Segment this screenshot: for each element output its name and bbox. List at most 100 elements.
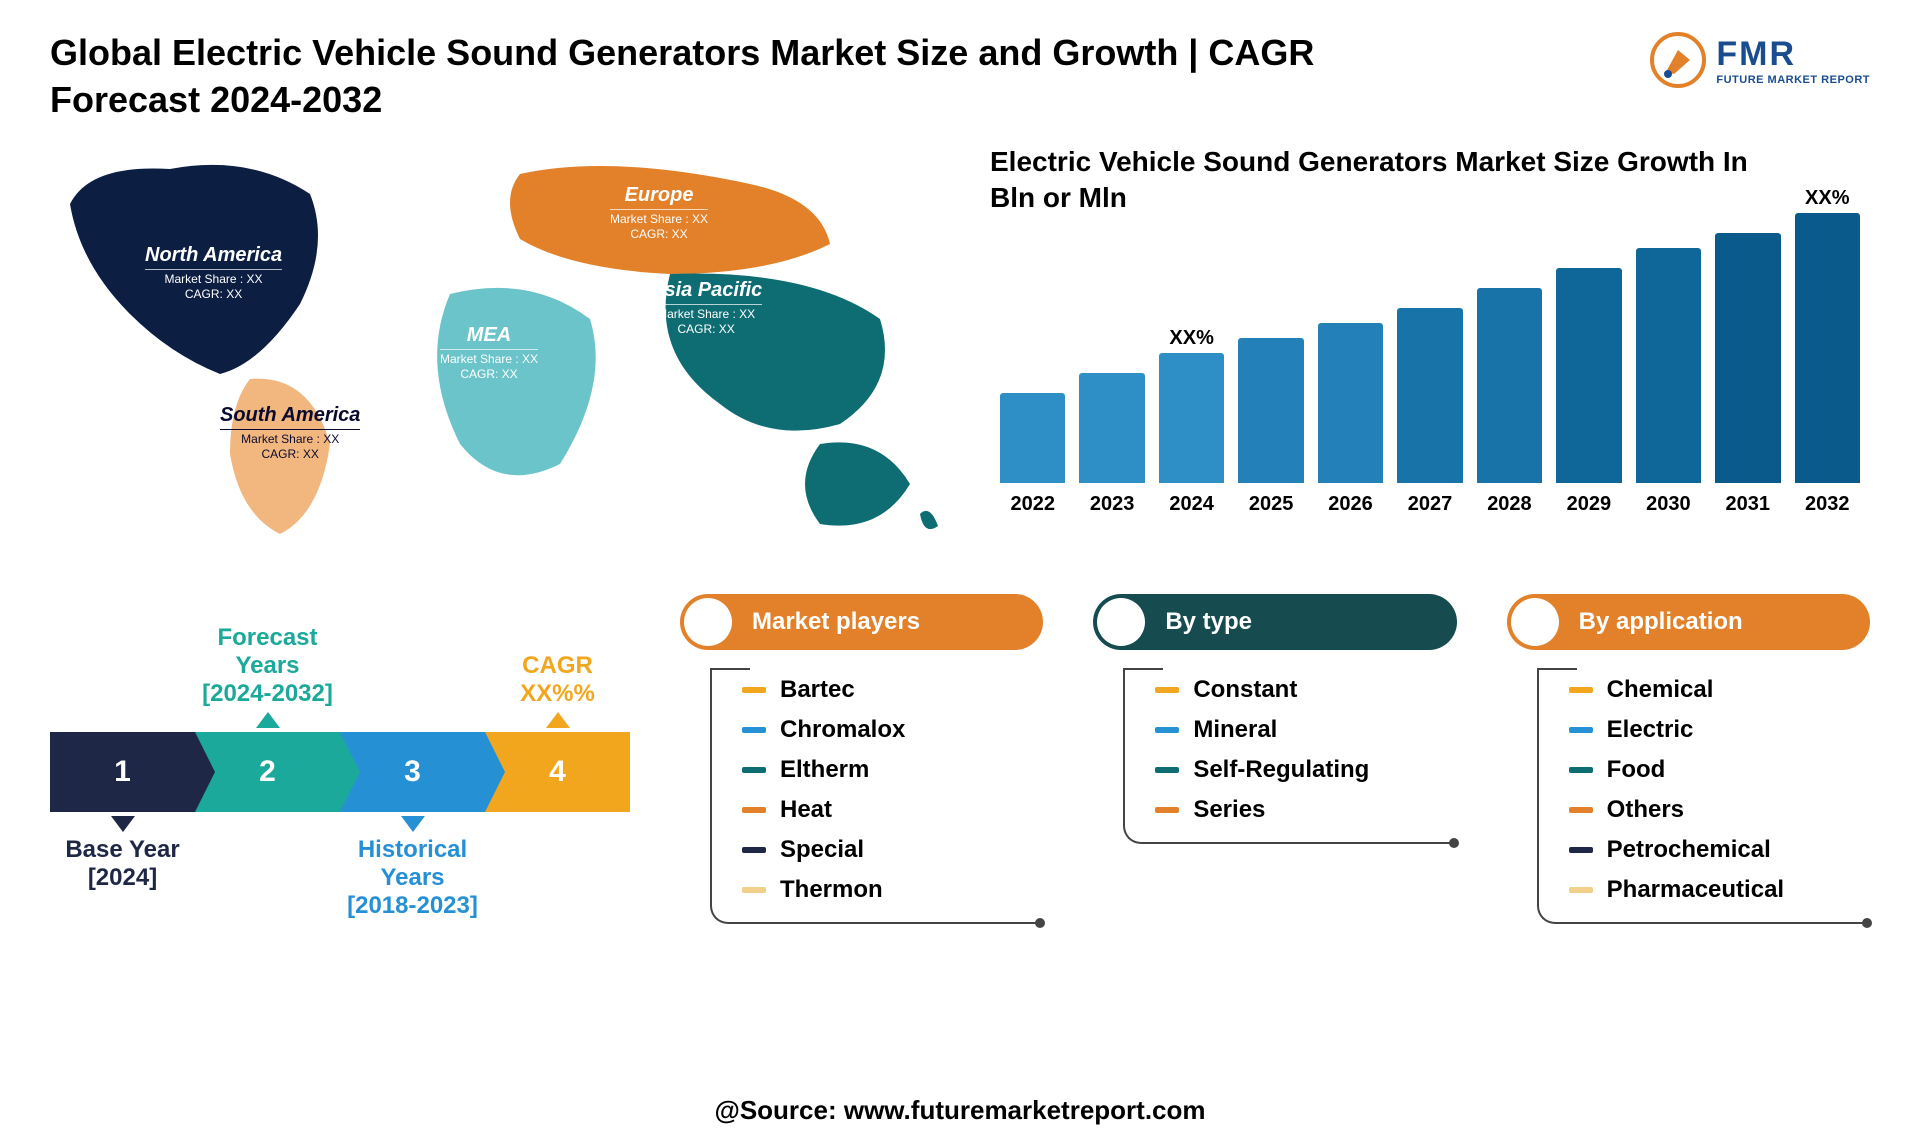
bar-year-label: 2030 <box>1646 493 1691 516</box>
list-item-label: Special <box>780 836 864 864</box>
timeline-segment-1: 1 <box>50 732 195 812</box>
bar-year-label: 2022 <box>1010 493 1055 516</box>
bar-year-label: 2029 <box>1567 493 1612 516</box>
logo-sub-text: FUTURE MARKET REPORT <box>1716 74 1870 86</box>
list-item-label: Eltherm <box>780 756 869 784</box>
color-bullet-icon <box>742 847 766 853</box>
bar <box>1000 393 1065 483</box>
bar <box>1715 233 1780 483</box>
bullet-icon <box>684 598 732 646</box>
color-bullet-icon <box>1155 807 1179 813</box>
timeline-bottom-label: Base Year[2024] <box>50 816 195 920</box>
region-label-mea: MEAMarket Share : XXCAGR: XX <box>440 324 538 383</box>
telescope-icon <box>1648 30 1708 90</box>
list-item: Food <box>1569 750 1870 790</box>
category-header: By type <box>1093 594 1456 650</box>
list-item-label: Mineral <box>1193 716 1277 744</box>
color-bullet-icon <box>1155 727 1179 733</box>
timeline-segment-4: 4 <box>485 732 630 812</box>
list-item: Self-Regulating <box>1155 750 1456 790</box>
color-bullet-icon <box>1155 767 1179 773</box>
list-item-label: Pharmaceutical <box>1607 876 1784 904</box>
list-item-label: Chemical <box>1607 676 1714 704</box>
category-block-by-type: By type Constant Mineral Self-Regulating Ser… <box>1093 594 1456 924</box>
category-title: By application <box>1579 608 1743 636</box>
color-bullet-icon <box>1569 687 1593 693</box>
list-item: Constant <box>1155 670 1456 710</box>
color-bullet-icon <box>742 727 766 733</box>
color-bullet-icon <box>742 767 766 773</box>
category-list: Constant Mineral Self-Regulating Series <box>1123 670 1456 844</box>
bar <box>1397 308 1462 483</box>
bar-year-label: 2024 <box>1169 493 1214 516</box>
list-item: Heat <box>742 790 1043 830</box>
chart-bar-2032: XX%2032 <box>1795 213 1860 516</box>
timeline-bottom-label: Historical Years[2018-2023] <box>340 816 485 920</box>
bar <box>1795 213 1860 483</box>
chart-title: Electric Vehicle Sound Generators Market… <box>990 144 1870 217</box>
bar-year-label: 2023 <box>1090 493 1135 516</box>
logo-main-text: FMR <box>1716 35 1870 74</box>
list-item-label: Electric <box>1607 716 1694 744</box>
color-bullet-icon <box>742 807 766 813</box>
region-label-north-america: North AmericaMarket Share : XXCAGR: XX <box>145 244 282 303</box>
list-item: Special <box>742 830 1043 870</box>
bar <box>1636 248 1701 483</box>
chart-bar-2025: 2025 <box>1238 338 1303 516</box>
bar <box>1159 353 1224 483</box>
timeline-segment-2: 2 <box>195 732 340 812</box>
list-item-label: Constant <box>1193 676 1297 704</box>
list-item-label: Thermon <box>780 876 883 904</box>
fmr-logo: FMR FUTURE MARKET REPORT <box>1648 30 1870 90</box>
list-item-label: Bartec <box>780 676 855 704</box>
source-attribution: @Source: www.futuremarketreport.com <box>714 1095 1205 1126</box>
region-label-asia-pacific: Asia PacificMarket Share : XXCAGR: XX <box>650 279 762 338</box>
list-item-label: Food <box>1607 756 1666 784</box>
color-bullet-icon <box>742 687 766 693</box>
chart-bar-2022: 2022 <box>1000 393 1065 516</box>
bar-annotation: XX% <box>1805 187 1849 210</box>
list-item: Mineral <box>1155 710 1456 750</box>
bullet-icon <box>1511 598 1559 646</box>
category-title: Market players <box>752 608 920 636</box>
timeline-top-label: CAGRXX%% <box>485 652 630 728</box>
chart-bar-2028: 2028 <box>1477 288 1542 516</box>
color-bullet-icon <box>1569 727 1593 733</box>
bar-year-label: 2027 <box>1408 493 1453 516</box>
chart-bar-2023: 2023 <box>1079 373 1144 516</box>
color-bullet-icon <box>742 887 766 893</box>
category-block-market-players: Market players Bartec Chromalox Eltherm Heat… <box>680 594 1043 924</box>
bar-year-label: 2028 <box>1487 493 1532 516</box>
list-item: Petrochemical <box>1569 830 1870 870</box>
timeline-segment-3: 3 <box>340 732 485 812</box>
list-item: Pharmaceutical <box>1569 870 1870 910</box>
timeline-top-label: Forecast Years[2024-2032] <box>195 624 340 728</box>
chart-bar-2024: XX%2024 <box>1159 353 1224 516</box>
bar <box>1079 373 1144 483</box>
category-block-by-application: By applicationChemicalElectricFoodOthers… <box>1507 594 1870 924</box>
color-bullet-icon <box>1569 767 1593 773</box>
bar-chart: Electric Vehicle Sound Generators Market… <box>990 144 1870 544</box>
category-title: By type <box>1165 608 1252 636</box>
bar-year-label: 2031 <box>1726 493 1771 516</box>
chart-bar-2031: 2031 <box>1715 233 1780 516</box>
chart-bar-2029: 2029 <box>1556 268 1621 516</box>
page-title: Global Electric Vehicle Sound Generators… <box>50 30 1350 124</box>
bar <box>1477 288 1542 483</box>
category-list: ChemicalElectricFoodOthersPetrochemicalP… <box>1537 670 1870 924</box>
color-bullet-icon <box>1569 807 1593 813</box>
category-header: By application <box>1507 594 1870 650</box>
list-item-label: Series <box>1193 796 1265 824</box>
list-item: Chromalox <box>742 710 1043 750</box>
bar <box>1556 268 1621 483</box>
list-item-label: Heat <box>780 796 832 824</box>
bar-annotation: XX% <box>1169 327 1213 350</box>
region-label-south-america: South AmericaMarket Share : XXCAGR: XX <box>220 404 360 463</box>
region-label-europe: EuropeMarket Share : XXCAGR: XX <box>610 184 708 243</box>
bar-year-label: 2025 <box>1249 493 1294 516</box>
list-item: Eltherm <box>742 750 1043 790</box>
color-bullet-icon <box>1155 687 1179 693</box>
list-item-label: Chromalox <box>780 716 905 744</box>
bar <box>1238 338 1303 483</box>
list-item: Electric <box>1569 710 1870 750</box>
